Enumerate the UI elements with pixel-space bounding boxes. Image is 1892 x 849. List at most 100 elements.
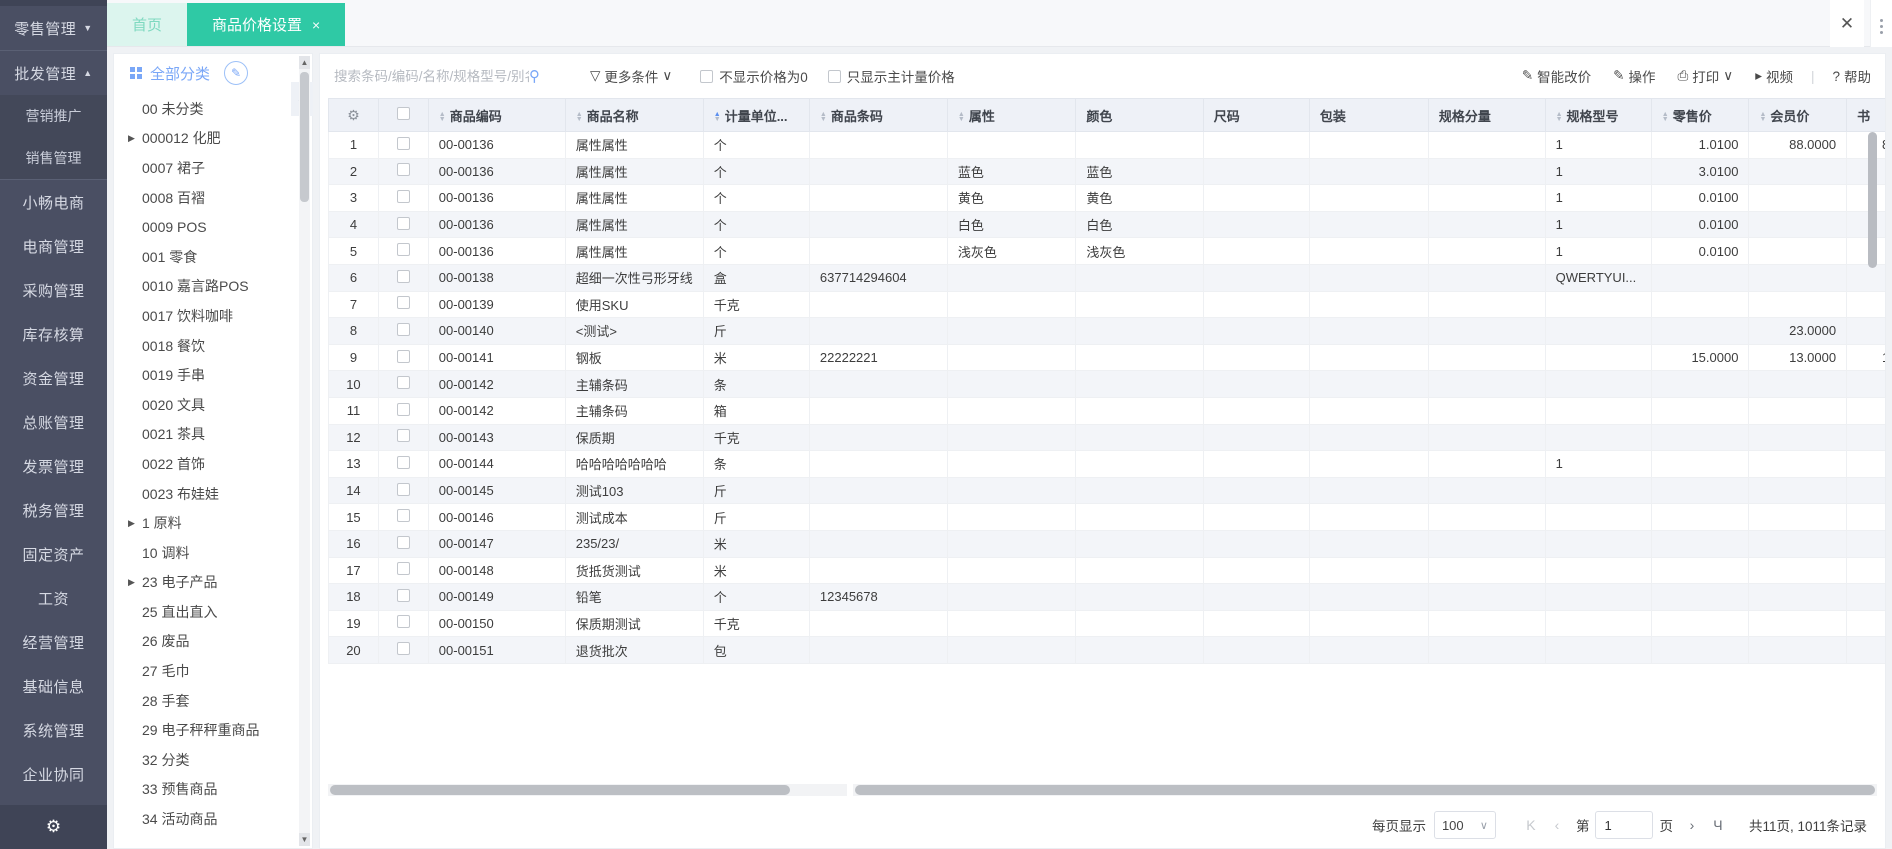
row-checkbox[interactable] [396, 509, 410, 523]
category-item[interactable]: ▶ 1 原料 [114, 508, 312, 538]
help-button[interactable]: ? 帮助 [1832, 66, 1871, 86]
category-item[interactable]: ▶ 23 电子产品 [114, 568, 312, 598]
row-checkbox[interactable] [396, 642, 410, 656]
sidebar-item-sales[interactable]: 销售管理 [0, 137, 107, 179]
row-select-cell[interactable] [377, 529, 429, 558]
row-select-cell[interactable] [377, 476, 429, 505]
window-close-button[interactable]: ✕ [1830, 0, 1864, 47]
sort-icon[interactable]: ▲ ▼ [819, 111, 827, 124]
sort-icon[interactable]: ▲ ▼ [1555, 111, 1563, 124]
row-select-cell[interactable] [377, 290, 429, 319]
sidebar-item-retail[interactable]: 零售管理 ▼ [0, 6, 107, 50]
row-checkbox[interactable] [396, 376, 410, 390]
sidebar-item-ecom-mgmt[interactable]: 电商管理 [0, 224, 107, 268]
sort-icon[interactable]: ▲ ▼ [1759, 111, 1767, 124]
column-header-spec_model[interactable]: ▲ ▼ 规格型号 [1544, 98, 1652, 132]
category-item[interactable]: 0007 裙子 [114, 153, 312, 183]
tab-product-price-settings[interactable]: 商品价格设置 × [187, 3, 346, 46]
last-page-button[interactable]: Ч [1705, 811, 1731, 839]
category-item[interactable]: 27 毛巾 [114, 656, 312, 686]
sidebar-item-operations[interactable]: 经营管理 [0, 620, 107, 664]
sort-icon[interactable]: ▲ ▼ [575, 111, 583, 124]
select-all-checkbox[interactable] [396, 107, 410, 120]
category-item[interactable]: 28 手套 [114, 686, 312, 716]
column-header-attr[interactable]: ▲ ▼ 属性 [946, 98, 1077, 132]
table-row[interactable]: 6 00-00138 超细一次性弓形牙线 盒 637714294604 QWERTYUI.… [328, 263, 1885, 292]
category-item[interactable]: 32 分类 [114, 745, 312, 775]
category-item[interactable]: 0018 餐饮 [114, 331, 312, 361]
category-item[interactable]: 0023 布娃娃 [114, 479, 312, 509]
hscrollbar-left[interactable] [328, 784, 847, 796]
category-scrollbar[interactable]: ▲ ▼ [299, 56, 310, 846]
checkbox-box[interactable] [700, 69, 714, 83]
smart-price-button[interactable]: ✎ 智能改价 [1522, 66, 1591, 86]
category-item[interactable]: 0022 首饰 [114, 449, 312, 479]
sidebar-item-fixed-assets[interactable]: 固定资产 [0, 532, 107, 576]
video-button[interactable]: ▸ 视频 [1755, 66, 1793, 86]
category-item[interactable]: 10 调料 [114, 538, 312, 568]
row-checkbox[interactable] [396, 189, 410, 203]
sidebar-item-collaboration[interactable]: 企业协同 [0, 752, 107, 796]
column-header-unit[interactable]: ▲ ▼ 计量单位... [702, 98, 810, 132]
row-checkbox[interactable] [396, 269, 410, 283]
table-vertical-scrollbar[interactable] [1868, 132, 1877, 772]
page-number-input[interactable] [1595, 811, 1654, 839]
category-item[interactable]: 0008 百褶 [114, 183, 312, 213]
column-header-barcode[interactable]: ▲ ▼ 商品条码 [808, 98, 948, 132]
row-select-cell[interactable] [377, 157, 429, 186]
row-checkbox[interactable] [396, 349, 410, 363]
row-select-cell[interactable] [377, 503, 429, 531]
sidebar-item-system[interactable]: 系统管理 [0, 708, 107, 752]
row-select-cell[interactable] [377, 636, 429, 664]
row-select-cell[interactable] [377, 131, 429, 159]
search-icon[interactable]: ⚲ [529, 68, 540, 85]
edit-category-button[interactable]: ✎ [224, 61, 249, 85]
category-item[interactable]: 33 预售商品 [114, 775, 312, 805]
close-icon[interactable]: × [312, 16, 321, 33]
sidebar-item-xiaochang-ecom[interactable]: 小畅电商 [0, 180, 107, 224]
category-item[interactable]: 001 零食 [114, 242, 312, 272]
more-conditions-button[interactable]: ▽ 更多条件 ∨ [590, 66, 672, 86]
scroll-down-icon[interactable]: ▼ [299, 833, 310, 846]
row-checkbox[interactable] [396, 562, 410, 576]
next-page-button[interactable]: › [1679, 811, 1705, 839]
tabbar-right-edge[interactable] [1870, 0, 1892, 47]
row-select-cell[interactable] [377, 583, 429, 611]
sidebar-item-marketing[interactable]: 营销推广 [0, 95, 107, 137]
sidebar-item-wholesale[interactable]: 批发管理 ▲ [0, 51, 107, 95]
tab-home[interactable]: 首页 [107, 3, 188, 46]
column-header-retail_price[interactable]: ▲ ▼ 零售价 [1650, 98, 1750, 132]
category-item[interactable]: 26 废品 [114, 627, 312, 657]
row-select-cell[interactable] [377, 317, 429, 345]
expand-arrow-icon[interactable]: ▶ [128, 517, 135, 528]
only-main-unit-checkbox[interactable]: 只显示主计量价格 [827, 66, 955, 86]
sidebar-item-funds[interactable]: 资金管理 [0, 356, 107, 400]
row-select-cell[interactable] [377, 609, 429, 638]
row-checkbox[interactable] [396, 163, 410, 177]
expand-arrow-icon[interactable]: ▶ [128, 132, 135, 143]
hscrollbar-right[interactable] [853, 784, 1877, 796]
category-item[interactable]: 0021 茶具 [114, 420, 312, 450]
category-item[interactable]: 0017 饮料咖啡 [114, 301, 312, 331]
scroll-up-icon[interactable]: ▲ [299, 56, 310, 69]
sidebar-item-inventory[interactable]: 库存核算 [0, 312, 107, 356]
sidebar-item-ledger[interactable]: 总账管理 [0, 400, 107, 444]
row-checkbox[interactable] [396, 615, 410, 629]
sidebar-item-invoice[interactable]: 发票管理 [0, 444, 107, 488]
column-header-member_price[interactable]: ▲ ▼ 会员价 [1748, 98, 1848, 132]
sort-icon[interactable]: ▲ ▼ [438, 111, 446, 124]
search-box[interactable]: ⚲ [328, 67, 558, 85]
row-checkbox[interactable] [396, 296, 410, 310]
row-select-cell[interactable] [377, 450, 429, 478]
per-page-select[interactable]: 100 ∨ [1433, 811, 1496, 839]
row-checkbox[interactable] [396, 322, 410, 336]
